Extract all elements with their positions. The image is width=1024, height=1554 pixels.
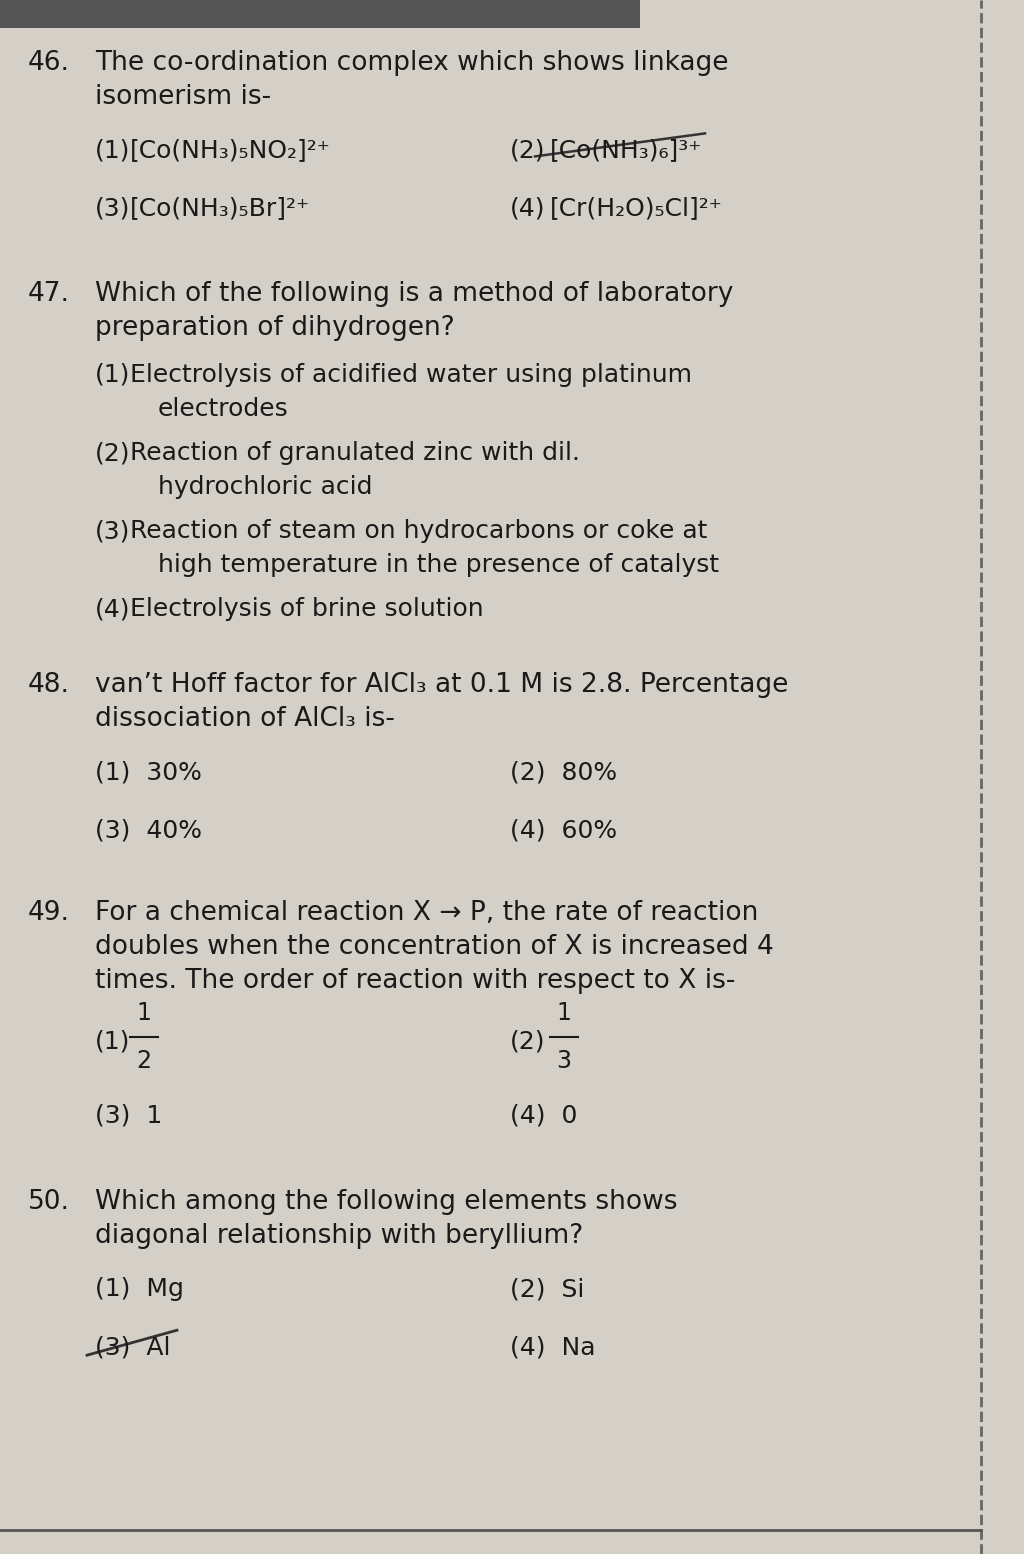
- Text: high temperature in the presence of catalyst: high temperature in the presence of cata…: [158, 553, 719, 577]
- Text: Electrolysis of acidified water using platinum: Electrolysis of acidified water using pl…: [130, 362, 692, 387]
- Text: [Co(NH₃)₅Br]²⁺: [Co(NH₃)₅Br]²⁺: [130, 196, 310, 221]
- Text: (3)  Al: (3) Al: [95, 1335, 171, 1360]
- Text: dissociation of AlCl₃ is-: dissociation of AlCl₃ is-: [95, 706, 395, 732]
- Text: 1: 1: [136, 1001, 152, 1026]
- Text: (1): (1): [95, 138, 130, 163]
- Text: (4): (4): [510, 196, 546, 221]
- Text: hydrochloric acid: hydrochloric acid: [158, 476, 373, 499]
- Text: [Co(NH₃)₆]³⁺: [Co(NH₃)₆]³⁺: [550, 138, 702, 163]
- Text: 50.: 50.: [28, 1189, 70, 1215]
- Text: (2): (2): [95, 441, 130, 465]
- Text: 3: 3: [556, 1049, 571, 1074]
- Text: (1)  30%: (1) 30%: [95, 760, 202, 785]
- Text: van’t Hoff factor for AlCl₃ at 0.1 M is 2.8. Percentage: van’t Hoff factor for AlCl₃ at 0.1 M is …: [95, 673, 788, 698]
- Text: (3): (3): [95, 519, 130, 544]
- Text: diagonal relationship with beryllium?: diagonal relationship with beryllium?: [95, 1223, 584, 1249]
- Text: Which of the following is a method of laboratory: Which of the following is a method of la…: [95, 281, 733, 308]
- Text: For a chemical reaction X → P, the rate of reaction: For a chemical reaction X → P, the rate …: [95, 900, 759, 926]
- Text: (4)  60%: (4) 60%: [510, 819, 617, 842]
- Text: (2): (2): [510, 1029, 546, 1054]
- Text: (1): (1): [95, 362, 130, 387]
- Text: preparation of dihydrogen?: preparation of dihydrogen?: [95, 315, 455, 342]
- Text: (3)  40%: (3) 40%: [95, 819, 202, 842]
- Text: (3)  1: (3) 1: [95, 1103, 162, 1128]
- Text: 48.: 48.: [28, 673, 70, 698]
- Text: doubles when the concentration of X is increased 4: doubles when the concentration of X is i…: [95, 934, 774, 960]
- Text: (4)  0: (4) 0: [510, 1103, 578, 1128]
- Text: Reaction of granulated zinc with dil.: Reaction of granulated zinc with dil.: [130, 441, 580, 465]
- Text: isomerism is-: isomerism is-: [95, 84, 271, 110]
- Text: Electrolysis of brine solution: Electrolysis of brine solution: [130, 597, 483, 622]
- Text: The co-ordination complex which shows linkage: The co-ordination complex which shows li…: [95, 50, 728, 76]
- Text: Which among the following elements shows: Which among the following elements shows: [95, 1189, 678, 1215]
- Text: (2): (2): [510, 138, 546, 163]
- Text: 2: 2: [136, 1049, 152, 1074]
- Text: [Cr(H₂O)₅Cl]²⁺: [Cr(H₂O)₅Cl]²⁺: [550, 196, 723, 221]
- Text: 49.: 49.: [28, 900, 70, 926]
- Text: (3): (3): [95, 196, 130, 221]
- Text: (1)  Mg: (1) Mg: [95, 1277, 184, 1301]
- Text: 46.: 46.: [28, 50, 70, 76]
- Bar: [0, 0, 640, 28]
- Text: [Co(NH₃)₅NO₂]²⁺: [Co(NH₃)₅NO₂]²⁺: [130, 138, 331, 163]
- Text: (1): (1): [95, 1029, 130, 1054]
- Text: electrodes: electrodes: [158, 396, 289, 421]
- Text: (4): (4): [95, 597, 130, 622]
- Text: 47.: 47.: [28, 281, 70, 308]
- Text: (4)  Na: (4) Na: [510, 1335, 596, 1360]
- Text: 1: 1: [557, 1001, 571, 1026]
- Text: times. The order of reaction with respect to X is-: times. The order of reaction with respec…: [95, 968, 735, 995]
- Text: (2)  Si: (2) Si: [510, 1277, 585, 1301]
- Text: Reaction of steam on hydrocarbons or coke at: Reaction of steam on hydrocarbons or cok…: [130, 519, 708, 544]
- Text: (2)  80%: (2) 80%: [510, 760, 617, 785]
